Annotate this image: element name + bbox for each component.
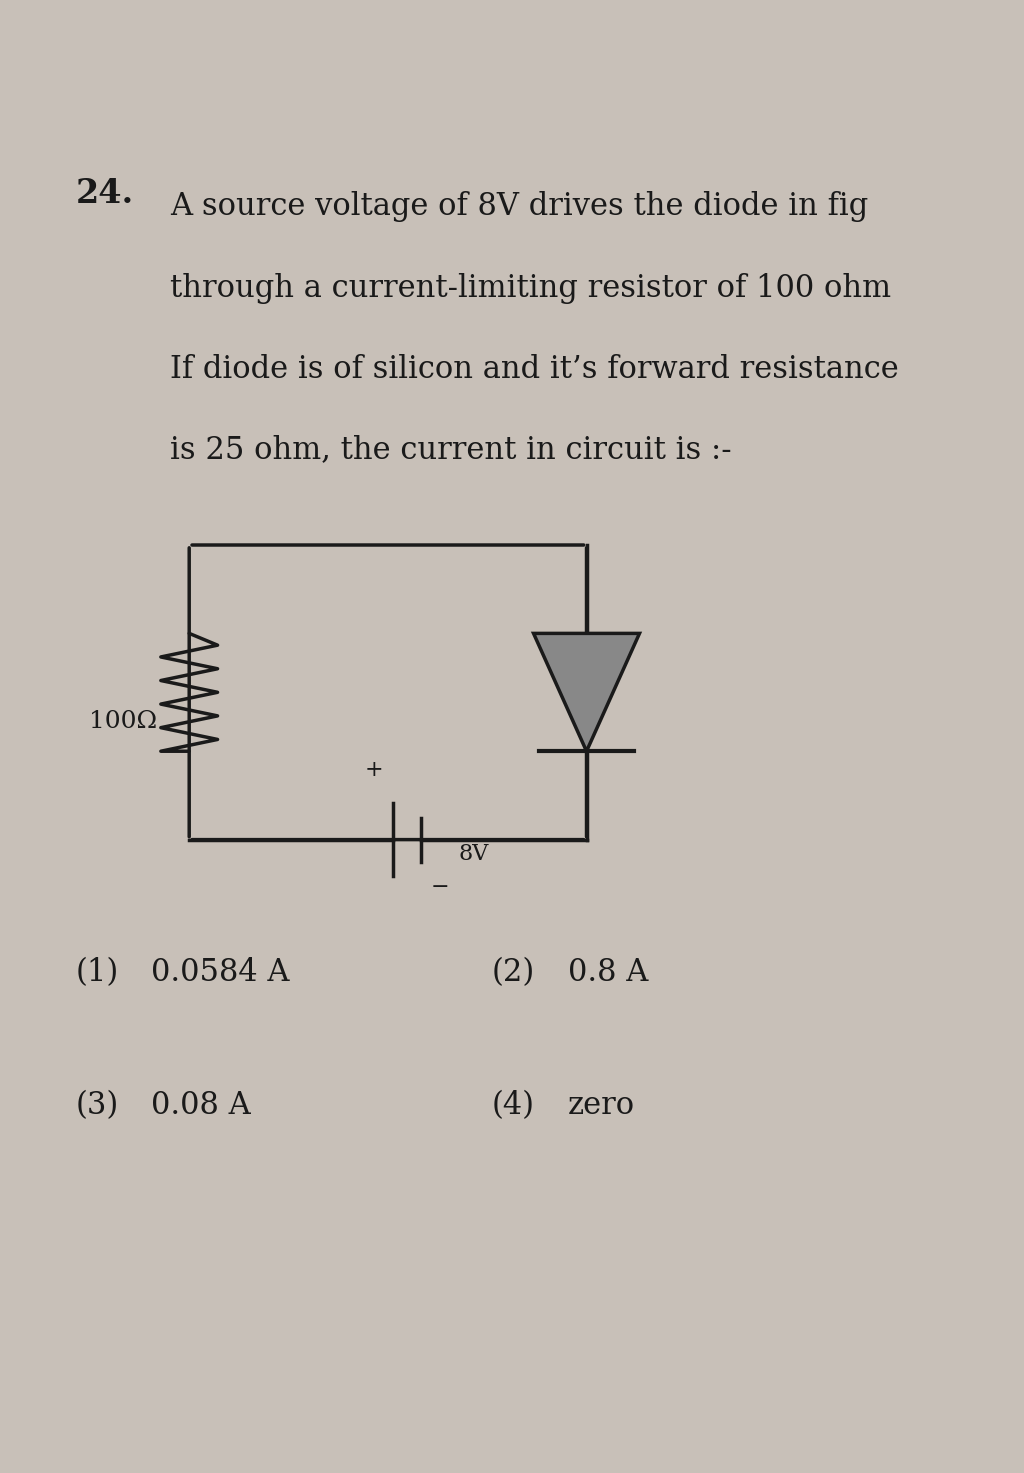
Text: (4): (4) bbox=[492, 1090, 535, 1121]
Text: 8V: 8V bbox=[459, 844, 489, 865]
Text: +: + bbox=[365, 759, 383, 781]
Text: (3): (3) bbox=[76, 1090, 119, 1121]
Text: If diode is of silicon and it’s forward resistance: If diode is of silicon and it’s forward … bbox=[170, 354, 899, 384]
Text: (2): (2) bbox=[492, 957, 536, 988]
Text: is 25 ohm, the current in circuit is :-: is 25 ohm, the current in circuit is :- bbox=[170, 435, 732, 465]
Text: 0.8 A: 0.8 A bbox=[567, 957, 648, 988]
Text: 100Ω: 100Ω bbox=[89, 710, 157, 734]
Text: (1): (1) bbox=[76, 957, 119, 988]
Text: −: − bbox=[430, 876, 450, 899]
Text: 0.08 A: 0.08 A bbox=[152, 1090, 251, 1121]
Text: A source voltage of 8V drives the diode in fig: A source voltage of 8V drives the diode … bbox=[170, 191, 868, 222]
Text: through a current-limiting resistor of 100 ohm: through a current-limiting resistor of 1… bbox=[170, 273, 892, 303]
Text: zero: zero bbox=[567, 1090, 635, 1121]
Text: 0.0584 A: 0.0584 A bbox=[152, 957, 290, 988]
Text: 24.: 24. bbox=[76, 177, 134, 209]
Polygon shape bbox=[534, 633, 640, 751]
